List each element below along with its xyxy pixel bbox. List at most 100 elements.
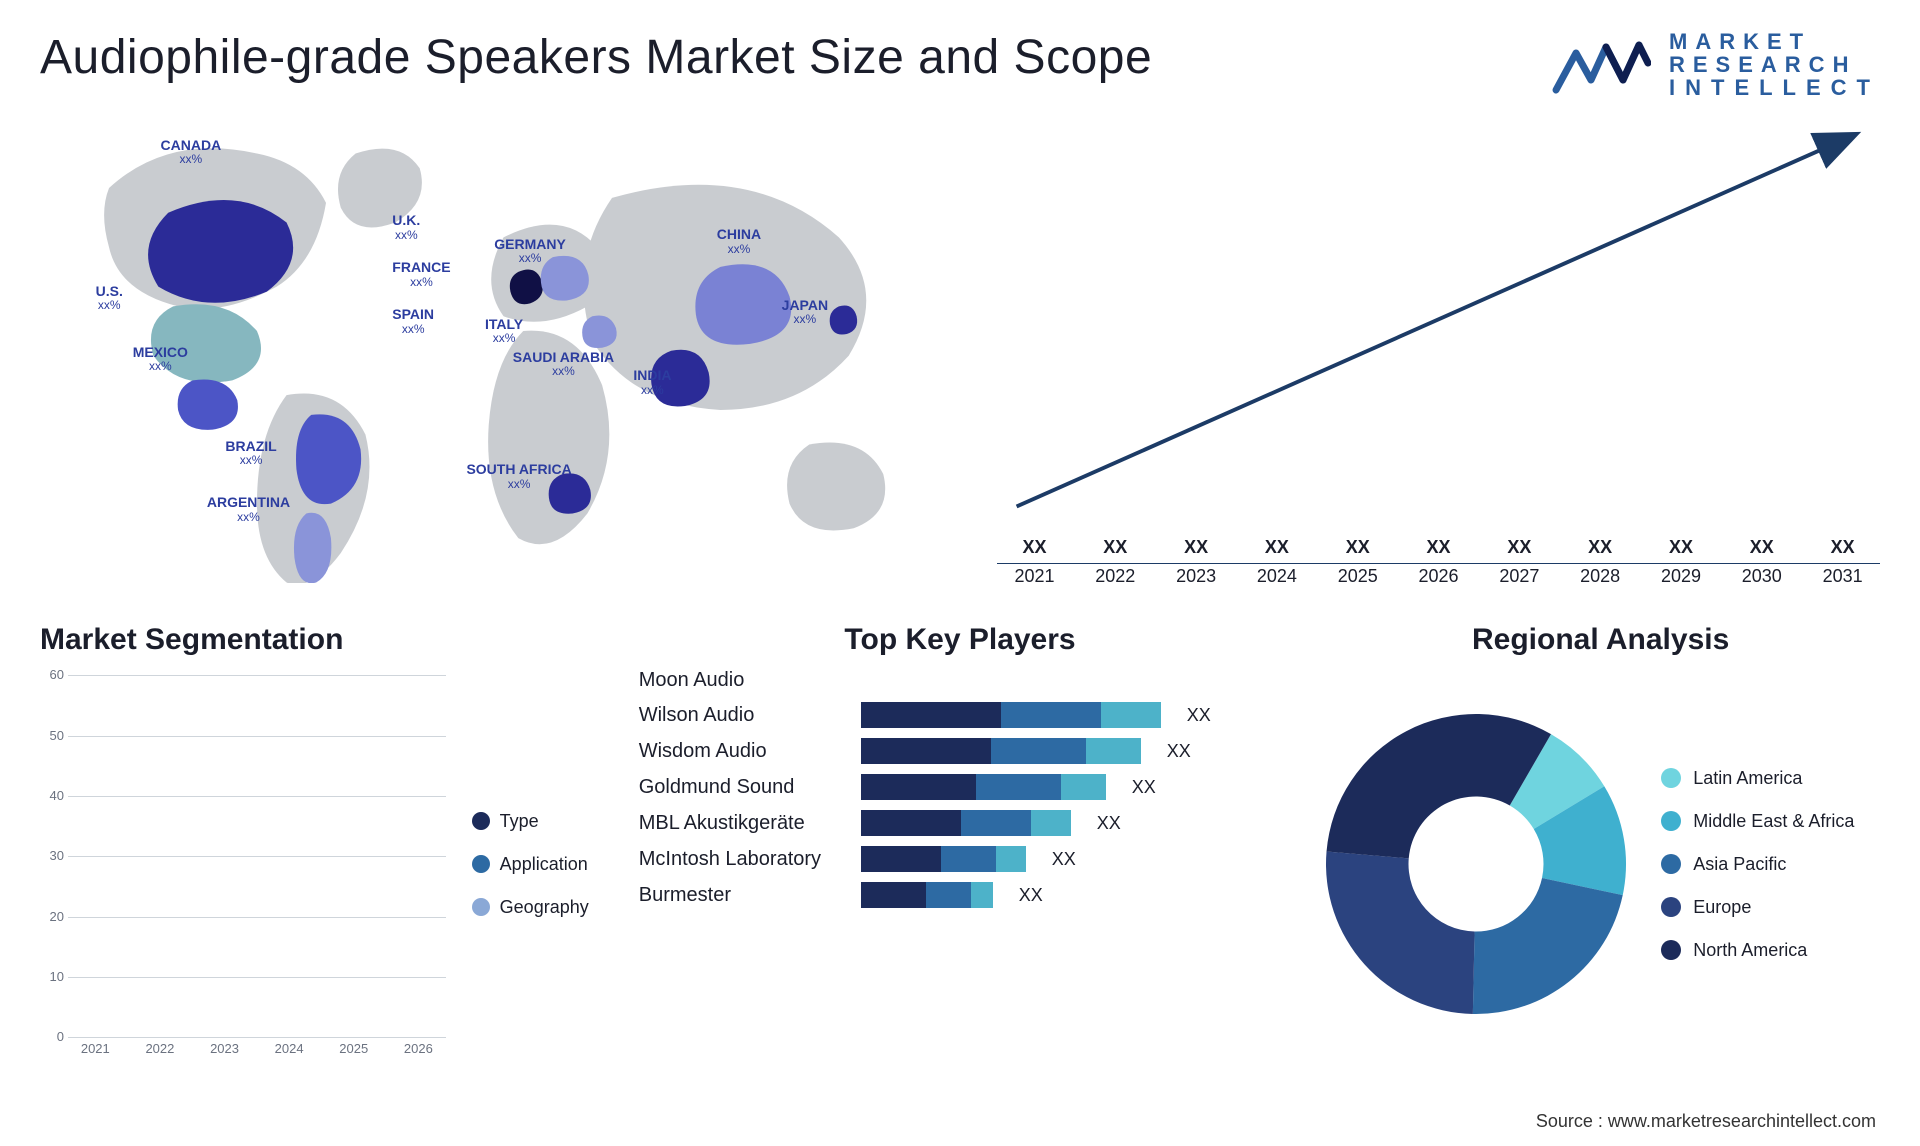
regional-legend-item: Latin America [1661,768,1854,789]
growth-bar-label: XX [1320,537,1395,558]
key-player-value: XX [1019,885,1043,906]
brand-logo: MARKET RESEARCH INTELLECT [1551,30,1880,99]
segmentation-title: Market Segmentation [40,623,599,657]
key-player-value: XX [1167,741,1191,762]
map-label: U.S.xx% [96,284,123,313]
legend-label: North America [1693,940,1807,961]
key-player-row: Goldmund SoundXX [639,774,1282,800]
segmentation-ytick: 40 [40,788,64,803]
segmentation-panel: Market Segmentation 20212022202320242025… [40,623,599,1063]
legend-dot-icon [1661,854,1681,874]
legend-dot-icon [1661,768,1681,788]
key-player-name: Moon Audio [639,669,849,692]
key-player-bar-segment [861,846,941,872]
key-player-name: Wisdom Audio [639,740,849,763]
legend-label: Application [500,854,588,875]
key-player-bar [861,882,993,908]
legend-dot-icon [1661,940,1681,960]
growth-xaxis: 2021202220232024202520262027202820292030… [997,563,1880,589]
key-player-bar-segment [861,810,961,836]
logo-line2: RESEARCH [1669,53,1880,76]
regional-panel: Regional Analysis Latin America Middle Ea… [1321,623,1880,1063]
segmentation-chart: 202120222023202420252026 0102030405060 [40,665,446,1063]
growth-xaxis-tick: 2022 [1078,564,1153,589]
key-player-bar-segment [861,738,991,764]
regional-legend-item: Middle East & Africa [1661,811,1854,832]
growth-xaxis-tick: 2028 [1563,564,1638,589]
segmentation-xaxis-tick: 2024 [262,1041,317,1063]
segmentation-legend-item: Application [472,854,589,875]
regional-legend: Latin AmericaMiddle East & AfricaAsia Pa… [1661,768,1854,961]
legend-dot-icon [1661,897,1681,917]
growth-xaxis-tick: 2030 [1724,564,1799,589]
segmentation-ytick: 0 [40,1029,64,1044]
map-label: ITALYxx% [485,317,523,346]
key-player-row: Wisdom Audio XX [639,738,1282,764]
logo-line3: INTELLECT [1669,76,1880,99]
logo-line1: MARKET [1669,30,1880,53]
key-players-title: Top Key Players [639,623,1282,657]
legend-label: Middle East & Africa [1693,811,1854,832]
key-player-row: MBL Akustikgeräte XX [639,810,1282,836]
key-player-bar-segment [961,810,1031,836]
map-label: CANADAxx% [161,138,222,167]
key-player-value: XX [1187,705,1211,726]
map-label: MEXICOxx% [133,345,188,374]
growth-chart: XXXXXXXXXXXXXXXXXXXXXX 20212022202320242… [997,119,1880,589]
growth-xaxis-tick: 2023 [1159,564,1234,589]
map-label: ARGENTINAxx% [207,495,290,524]
key-player-name: MBL Akustikgeräte [639,812,849,835]
key-player-value: XX [1052,849,1076,870]
segmentation-ytick: 30 [40,848,64,863]
regional-title: Regional Analysis [1321,623,1880,657]
growth-bar-label: XX [1724,537,1799,558]
growth-xaxis-tick: 2024 [1240,564,1315,589]
growth-xaxis-tick: 2025 [1320,564,1395,589]
world-map-panel: CANADAxx%U.S.xx%MEXICOxx%BRAZILxx%ARGENT… [40,119,967,589]
growth-bars: XXXXXXXXXXXXXXXXXXXXXX [997,159,1880,563]
regional-donut [1321,709,1631,1019]
segmentation-xaxis-tick: 2026 [391,1041,446,1063]
key-players-panel: Top Key Players Moon AudioWilson AudioXX… [639,623,1282,1063]
key-player-bar-segment [926,882,971,908]
map-label: SPAINxx% [392,307,434,336]
growth-bar-label: XX [1644,537,1719,558]
key-player-bar-segment [861,702,1001,728]
legend-dot-icon [472,855,490,873]
map-label: U.K.xx% [392,213,420,242]
key-player-value: XX [1097,813,1121,834]
key-player-row: McIntosh Laboratory XX [639,846,1282,872]
source-footer: Source : www.marketresearchintellect.com [1536,1111,1876,1132]
key-player-bar [861,738,1141,764]
key-player-bar [861,846,1026,872]
key-player-name: McIntosh Laboratory [639,848,849,871]
segmentation-xaxis: 202120222023202420252026 [68,1041,446,1063]
key-player-name: Burmester [639,884,849,907]
growth-bar-label: XX [997,537,1072,558]
regional-legend-item: North America [1661,940,1854,961]
legend-label: Europe [1693,897,1751,918]
map-label: JAPANxx% [782,298,828,327]
legend-dot-icon [472,898,490,916]
page-title: Audiophile-grade Speakers Market Size an… [40,30,1152,85]
logo-icon [1551,35,1651,95]
key-player-bar-segment [1031,810,1071,836]
map-label: GERMANYxx% [494,237,566,266]
key-player-bar-segment [1061,774,1106,800]
growth-bar-label: XX [1240,537,1315,558]
key-player-bar-segment [1001,702,1101,728]
growth-xaxis-tick: 2027 [1482,564,1557,589]
key-player-bar-segment [971,882,993,908]
growth-bar-label: XX [1563,537,1638,558]
growth-xaxis-tick: 2029 [1644,564,1719,589]
growth-bar-label: XX [1482,537,1557,558]
growth-bar-label: XX [1805,537,1880,558]
map-label: CHINAxx% [717,227,761,256]
segmentation-ytick: 50 [40,728,64,743]
key-player-bar-segment [941,846,996,872]
key-player-bar [861,774,1106,800]
segmentation-xaxis-tick: 2022 [133,1041,188,1063]
key-player-bar-segment [861,882,926,908]
donut-slice [1327,714,1551,858]
segmentation-gridline [68,1037,446,1038]
